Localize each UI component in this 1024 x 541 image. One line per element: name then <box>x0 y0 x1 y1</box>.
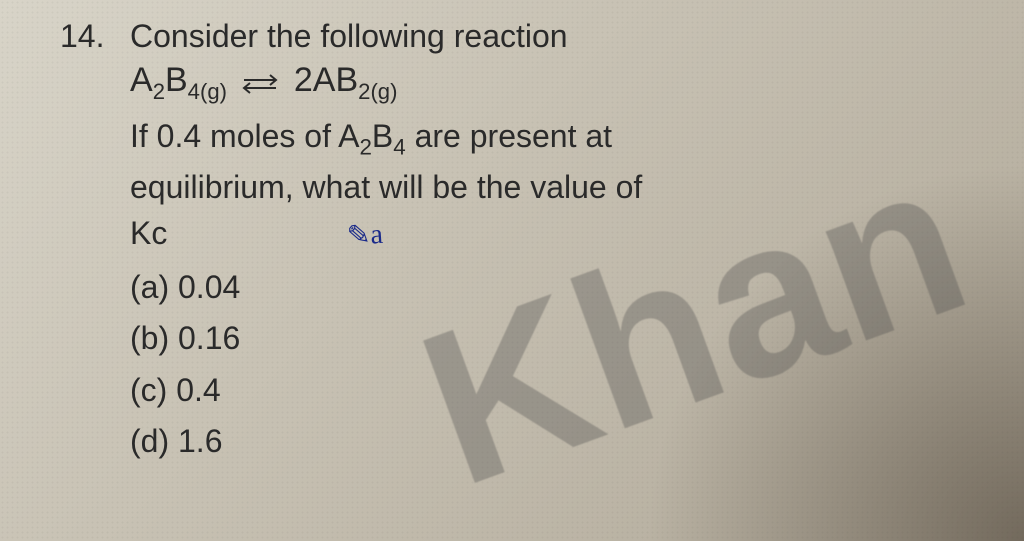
body-1a: If 0.4 moles of A <box>130 118 359 154</box>
question-number: 14. <box>60 18 130 55</box>
eq-lhs-sub2: 4(g) <box>188 79 227 104</box>
body-1c: are present at <box>406 118 612 154</box>
option-a-label: (a) <box>130 269 169 305</box>
answer-options: (a) 0.04 (b) 0.16 (c) 0.4 (d) 1.6 <box>130 263 984 467</box>
option-c-label: (c) <box>130 372 167 408</box>
option-a: (a) 0.04 <box>130 263 984 313</box>
option-d: (d) 1.6 <box>130 417 984 467</box>
option-b-value: 0.16 <box>178 320 240 356</box>
eq-rhs-sub: 2(g) <box>358 79 397 104</box>
option-a-value: 0.04 <box>178 269 240 305</box>
question-prompt: Consider the following reaction <box>130 18 568 55</box>
kc-row: Kc ✎a <box>130 210 950 257</box>
body-1-sub1: 2 <box>359 134 371 159</box>
body-line-2: equilibrium, what will be the value of <box>130 164 950 210</box>
eq-lhs-sub1: 2 <box>153 79 165 104</box>
eq-rhs-coef: 2A <box>294 61 336 99</box>
option-d-value: 1.6 <box>178 423 222 459</box>
reaction-equation: A2B4(g) 2AB2(g) <box>130 61 984 105</box>
question-body: If 0.4 moles of A2B4 are present at equi… <box>130 113 950 257</box>
eq-lhs-a: A <box>130 61 153 99</box>
eq-rhs-b: B <box>335 61 358 99</box>
option-b-label: (b) <box>130 320 169 356</box>
eq-lhs-b: B <box>165 61 188 99</box>
option-c-value: 0.4 <box>176 372 220 408</box>
question-block: 14. Consider the following reaction A2B4… <box>0 0 1024 467</box>
option-c: (c) 0.4 <box>130 366 984 416</box>
equilibrium-arrows-icon <box>240 63 280 102</box>
question-header: 14. Consider the following reaction <box>60 18 984 55</box>
body-1-sub2: 4 <box>393 134 405 159</box>
body-1b: B <box>372 118 393 154</box>
option-d-label: (d) <box>130 423 169 459</box>
handwritten-scribble: ✎a <box>346 215 385 258</box>
kc-label: Kc <box>130 210 167 256</box>
option-b: (b) 0.16 <box>130 314 984 364</box>
body-line-1: If 0.4 moles of A2B4 are present at <box>130 113 950 164</box>
